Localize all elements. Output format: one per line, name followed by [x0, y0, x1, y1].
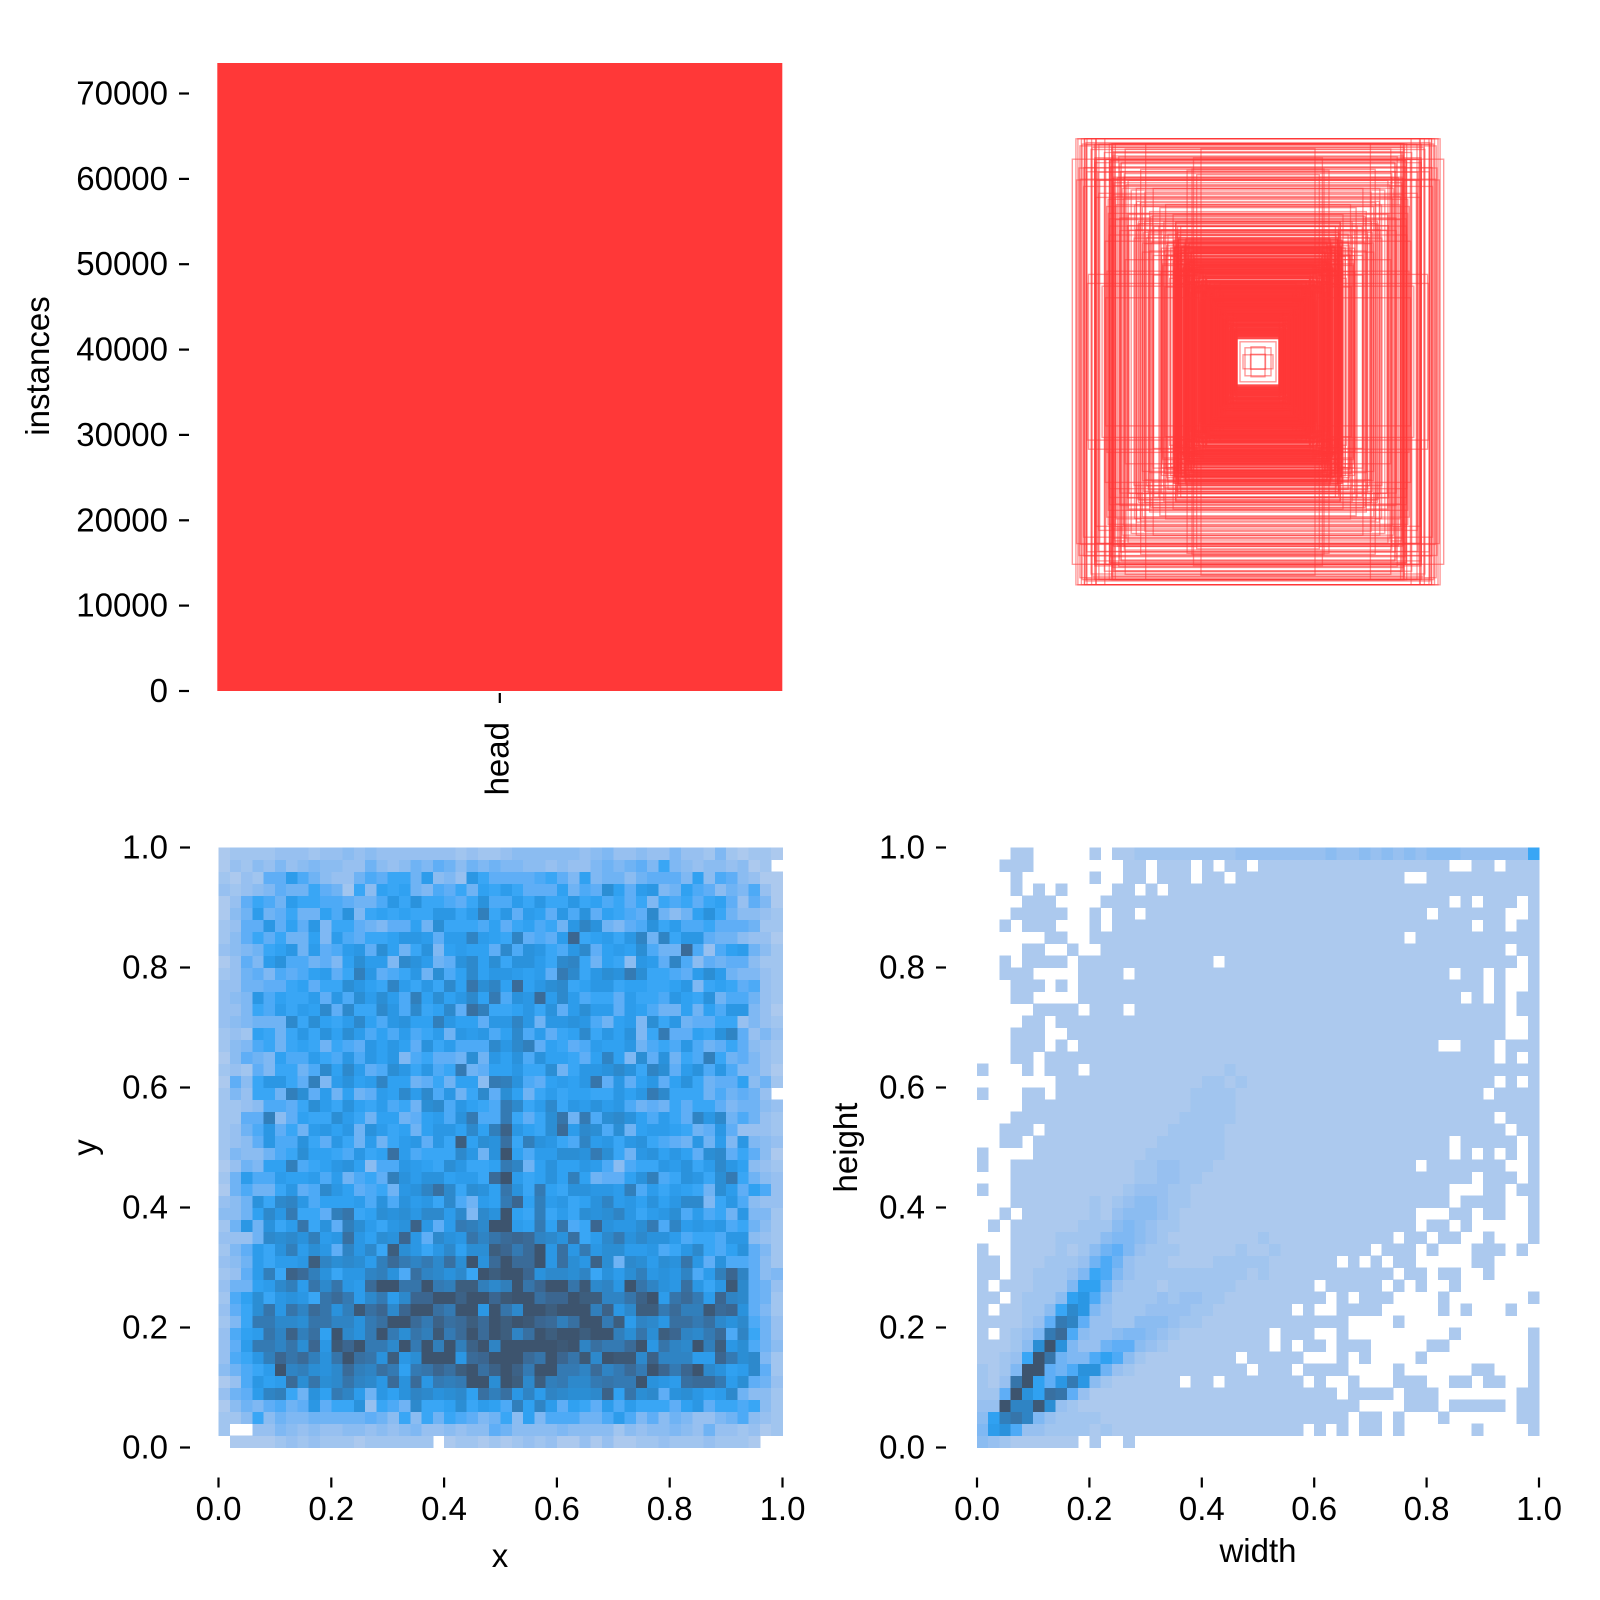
svg-text:0.8: 0.8 — [879, 949, 925, 986]
svg-text:0.4: 0.4 — [421, 1490, 467, 1527]
svg-text:0.4: 0.4 — [122, 1189, 168, 1226]
svg-text:1.0: 1.0 — [760, 1490, 806, 1527]
svg-text:0.2: 0.2 — [1066, 1490, 1112, 1527]
svg-text:0: 0 — [150, 672, 168, 709]
svg-text:height: height — [827, 1103, 864, 1193]
svg-text:0.2: 0.2 — [308, 1490, 354, 1527]
svg-text:head: head — [479, 722, 516, 795]
svg-text:0.6: 0.6 — [534, 1490, 580, 1527]
svg-text:0.6: 0.6 — [1291, 1490, 1337, 1527]
svg-text:0.4: 0.4 — [879, 1189, 925, 1226]
svg-text:50000: 50000 — [76, 245, 168, 282]
svg-text:1.0: 1.0 — [122, 829, 168, 866]
svg-text:30000: 30000 — [76, 416, 168, 453]
svg-text:0.6: 0.6 — [122, 1069, 168, 1106]
svg-text:0.0: 0.0 — [879, 1429, 925, 1466]
svg-text:1.0: 1.0 — [1516, 1490, 1562, 1527]
svg-text:20000: 20000 — [76, 501, 168, 538]
svg-text:40000: 40000 — [76, 331, 168, 368]
svg-text:instances: instances — [19, 296, 56, 435]
svg-text:width: width — [1218, 1532, 1296, 1569]
svg-text:70000: 70000 — [76, 75, 168, 112]
svg-text:x: x — [492, 1537, 509, 1574]
svg-text:y: y — [66, 1139, 103, 1156]
svg-text:10000: 10000 — [76, 587, 168, 624]
svg-text:0.8: 0.8 — [647, 1490, 693, 1527]
svg-text:0.0: 0.0 — [196, 1490, 242, 1527]
svg-text:0.2: 0.2 — [122, 1309, 168, 1346]
svg-text:0.0: 0.0 — [954, 1490, 1000, 1527]
svg-text:0.8: 0.8 — [1404, 1490, 1450, 1527]
svg-text:0.0: 0.0 — [122, 1429, 168, 1466]
svg-text:0.2: 0.2 — [879, 1309, 925, 1346]
svg-text:0.6: 0.6 — [879, 1069, 925, 1106]
svg-text:0.8: 0.8 — [122, 949, 168, 986]
svg-text:60000: 60000 — [76, 160, 168, 197]
svg-text:0.4: 0.4 — [1179, 1490, 1225, 1527]
svg-text:1.0: 1.0 — [879, 829, 925, 866]
